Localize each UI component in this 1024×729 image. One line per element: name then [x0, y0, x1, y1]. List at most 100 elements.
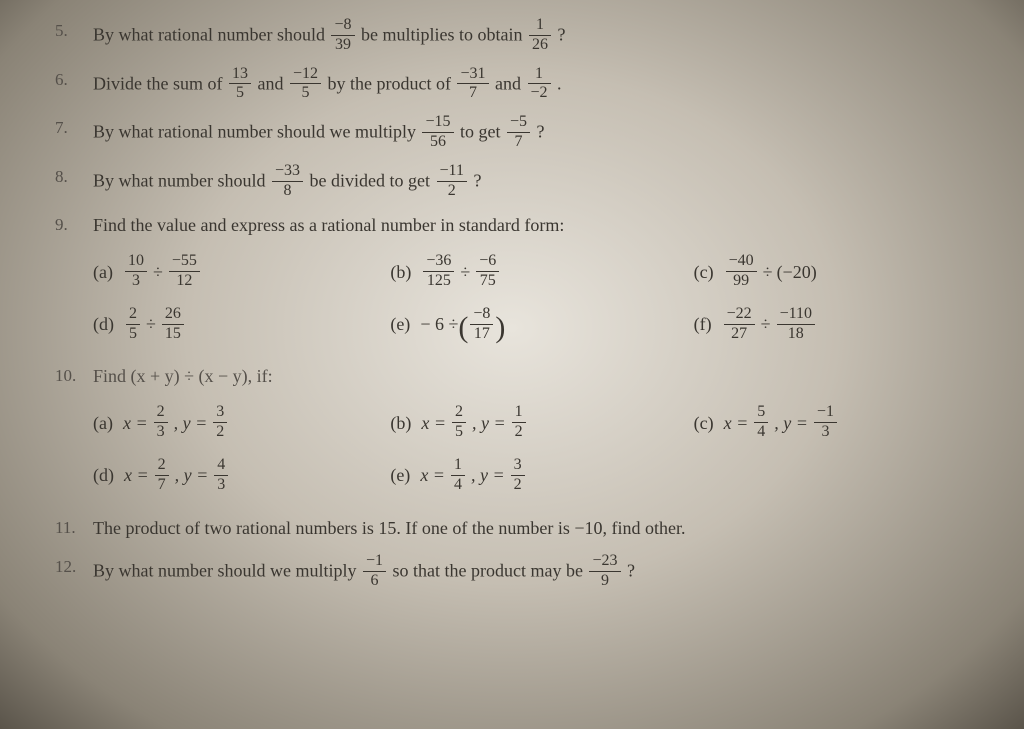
text: The product of two rational numbers is 1…: [93, 518, 686, 538]
text: Divide the sum of: [93, 73, 227, 93]
fraction: 23: [154, 404, 168, 441]
fraction: 126: [529, 17, 551, 54]
question-body: Find the value and express as a rational…: [93, 212, 994, 351]
question-10: 10. Find (x + y) ÷ (x − y), if: (a) x = …: [55, 363, 994, 502]
option-d: (d) x = 27 , y = 43: [93, 450, 390, 503]
text: By what number should: [93, 170, 270, 190]
fraction: −112: [437, 163, 467, 200]
option-c: (c) x = 54 , y = −13: [688, 397, 985, 450]
text: and: [495, 73, 526, 93]
fraction: −13: [814, 404, 837, 441]
option-d: (d) 25 ÷ 2615: [93, 299, 390, 352]
fraction: 54: [754, 404, 768, 441]
option-a: (a) x = 23 , y = 32: [93, 397, 390, 450]
operator: ÷: [153, 259, 163, 287]
question-number: 11.: [55, 515, 93, 541]
question-body: By what number should −338 be divided to…: [93, 164, 994, 201]
text: be divided to get: [310, 170, 435, 190]
option-label: (d): [93, 462, 114, 490]
question-number: 8.: [55, 164, 93, 190]
question-number: 12.: [55, 554, 93, 580]
fraction: 32: [511, 457, 525, 494]
text: Find the value and express as a rational…: [93, 215, 564, 235]
option-label: (b): [390, 410, 411, 438]
text: ?: [557, 24, 565, 44]
question-11: 11. The product of two rational numbers …: [55, 515, 994, 543]
text: .: [557, 73, 562, 93]
text: , y =: [774, 410, 808, 438]
option-label: (d): [93, 311, 114, 339]
question-number: 6.: [55, 67, 93, 93]
text: (−20): [777, 259, 817, 287]
question-number: 10.: [55, 363, 93, 389]
option-label: (c): [694, 410, 714, 438]
fraction: −4099: [726, 253, 757, 290]
fraction: −125: [290, 66, 321, 103]
fraction: 2615: [162, 306, 184, 343]
fraction: −675: [476, 253, 499, 290]
fraction: −57: [507, 114, 530, 151]
text: , y =: [175, 462, 209, 490]
text: x =: [421, 410, 446, 438]
option-b: (b) −36125 ÷ −675: [390, 246, 687, 299]
question-number: 7.: [55, 115, 93, 141]
question-number: 5.: [55, 18, 93, 44]
text: x =: [123, 410, 148, 438]
text: by the product of: [328, 73, 456, 93]
question-8: 8. By what number should −338 be divided…: [55, 164, 994, 201]
option-f: (f) −2227 ÷ −11018: [688, 299, 985, 352]
option-c: (c) −4099 ÷ (−20): [688, 246, 985, 299]
text: to get: [460, 122, 505, 142]
question-6: 6. Divide the sum of 135 and −125 by the…: [55, 67, 994, 104]
option-e: (e) − 6 ÷ ( −817 ): [390, 299, 687, 352]
operator: ÷: [761, 311, 771, 339]
question-body: Find (x + y) ÷ (x − y), if: (a) x = 23 ,…: [93, 363, 994, 502]
fraction: −1556: [422, 114, 453, 151]
fraction: −5512: [169, 253, 200, 290]
text: , y =: [472, 410, 506, 438]
fraction: 25: [452, 404, 466, 441]
fraction: 1−2: [528, 66, 551, 103]
question-5: 5. By what rational number should −839 b…: [55, 18, 994, 55]
question-body: Divide the sum of 135 and −125 by the pr…: [93, 67, 994, 104]
option-label: (a): [93, 410, 113, 438]
fraction: −11018: [777, 306, 815, 343]
fraction: −317: [457, 66, 488, 103]
text: , y =: [471, 462, 505, 490]
question-9: 9. Find the value and express as a ratio…: [55, 212, 994, 351]
option-e: (e) x = 14 , y = 32: [390, 450, 687, 503]
options-row: (a) x = 23 , y = 32 (b) x = 25 , y = 12 …: [93, 397, 994, 502]
text: be multiplies to obtain: [361, 24, 527, 44]
fraction: −338: [272, 163, 303, 200]
question-body: By what rational number should we multip…: [93, 115, 994, 152]
fraction: 32: [213, 404, 227, 441]
fraction: −817: [470, 306, 493, 343]
option-label: (f): [694, 311, 712, 339]
operator: ÷: [460, 259, 470, 287]
question-7: 7. By what rational number should we mul…: [55, 115, 994, 152]
question-body: The product of two rational numbers is 1…: [93, 515, 994, 543]
fraction: −839: [331, 17, 354, 54]
fraction: −2227: [724, 306, 755, 343]
option-label: (b): [390, 259, 411, 287]
fraction: 135: [229, 66, 251, 103]
option-label: (e): [390, 311, 410, 339]
fraction: 27: [155, 457, 169, 494]
text: By what rational number should: [93, 24, 329, 44]
option-label: (a): [93, 259, 113, 287]
options-row: (a) 103 ÷ −5512 (b) −36125 ÷ −675 (c) −4…: [93, 246, 994, 351]
option-label: (c): [694, 259, 714, 287]
fraction: 103: [125, 253, 147, 290]
question-body: By what rational number should −839 be m…: [93, 18, 994, 55]
text: ?: [627, 561, 635, 581]
paren-right: ): [495, 320, 505, 335]
text: x =: [724, 410, 749, 438]
worksheet-page: 5. By what rational number should −839 b…: [0, 0, 1024, 613]
text: and: [257, 73, 288, 93]
text: By what rational number should we multip…: [93, 122, 420, 142]
option-a: (a) 103 ÷ −5512: [93, 246, 390, 299]
operator: ÷: [146, 311, 156, 339]
text: so that the product may be: [393, 561, 588, 581]
fraction: 12: [512, 404, 526, 441]
text: x =: [124, 462, 149, 490]
